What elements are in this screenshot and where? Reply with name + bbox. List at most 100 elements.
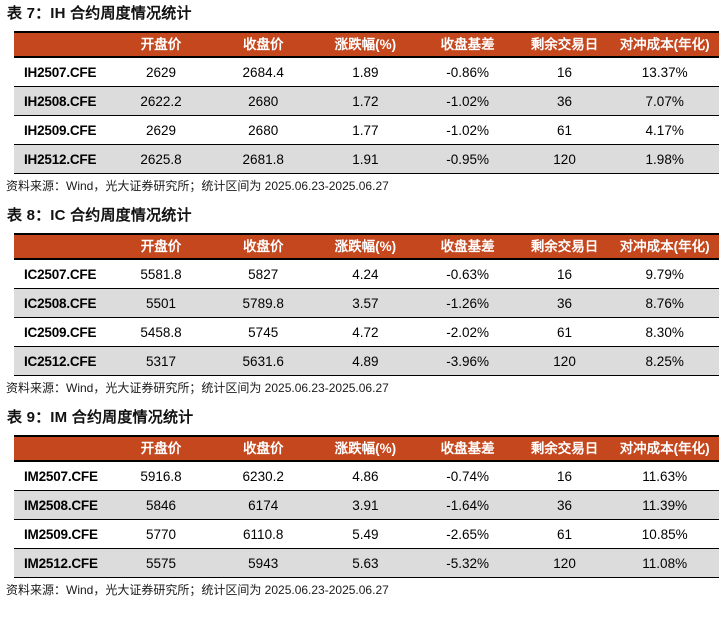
contract-id-cell: IH2512.CFE (14, 144, 110, 174)
open-price-cell: 2629 (109, 57, 213, 87)
hedge-cost-cell: 11.39% (610, 490, 719, 520)
column-header-open-price: 开盘价 (109, 435, 213, 462)
column-header-open-price: 开盘价 (109, 233, 213, 260)
open-price-cell: 5581.8 (109, 259, 213, 289)
column-header-close-price: 收盘价 (212, 233, 315, 260)
open-price-cell: 2625.8 (109, 144, 213, 174)
source-note: 资料来源：Wind，光大证券研究所；统计区间为 2025.06.23-2025.… (6, 179, 389, 193)
remaining-days-cell: 61 (518, 317, 611, 347)
contract-id-cell: IH2507.CFE (14, 57, 110, 87)
close-price-cell: 2680 (212, 115, 315, 145)
remaining-days-cell: 36 (518, 490, 611, 520)
change-pct-cell: 4.72 (314, 317, 417, 347)
close-basis-cell: -2.02% (416, 317, 519, 347)
table-title-im: 表 9：IM 合约周度情况统计 (7, 409, 194, 426)
hedge-cost-cell: 8.76% (610, 288, 719, 318)
close-price-cell: 6174 (212, 490, 315, 520)
header-row: 开盘价 收盘价 涨跌幅(%) 收盘基差 剩余交易日 对冲成本(年化) (14, 31, 719, 58)
open-price-cell: 5575 (109, 548, 213, 578)
table-row: IM2508.CFE 5846 6174 3.91 -1.64% 36 11.3… (14, 490, 719, 520)
close-price-cell: 6110.8 (212, 519, 315, 549)
source-note: 资料来源：Wind，光大证券研究所；统计区间为 2025.06.23-2025.… (6, 583, 389, 597)
change-pct-cell: 3.91 (314, 490, 417, 520)
table-row: IC2508.CFE 5501 5789.8 3.57 -1.26% 36 8.… (14, 288, 719, 318)
close-price-cell: 5943 (212, 548, 315, 578)
column-header-remaining-days: 剩余交易日 (518, 31, 611, 58)
remaining-days-cell: 61 (518, 519, 611, 549)
column-header-close-basis: 收盘基差 (416, 233, 519, 260)
close-price-cell: 5631.6 (212, 346, 315, 376)
close-basis-cell: -3.96% (416, 346, 519, 376)
close-price-cell: 5827 (212, 259, 315, 289)
close-basis-cell: -1.26% (416, 288, 519, 318)
close-price-cell: 2680 (212, 86, 315, 116)
column-header-remaining-days: 剩余交易日 (518, 233, 611, 260)
im-stats-table: 开盘价 收盘价 涨跌幅(%) 收盘基差 剩余交易日 对冲成本(年化) IM250… (14, 435, 719, 578)
column-header-change-pct: 涨跌幅(%) (314, 31, 417, 58)
remaining-days-cell: 61 (518, 115, 611, 145)
hedge-cost-cell: 11.08% (610, 548, 719, 578)
hedge-cost-cell: 8.30% (610, 317, 719, 347)
close-price-cell: 6230.2 (212, 461, 315, 491)
table-row: IC2509.CFE 5458.8 5745 4.72 -2.02% 61 8.… (14, 317, 719, 347)
open-price-cell: 5916.8 (109, 461, 213, 491)
close-price-cell: 5789.8 (212, 288, 315, 318)
remaining-days-cell: 36 (518, 86, 611, 116)
open-price-cell: 5846 (109, 490, 213, 520)
column-header-contract (14, 435, 110, 462)
open-price-cell: 5501 (109, 288, 213, 318)
close-basis-cell: -1.64% (416, 490, 519, 520)
open-price-cell: 2629 (109, 115, 213, 145)
hedge-cost-cell: 13.37% (610, 57, 719, 87)
change-pct-cell: 1.91 (314, 144, 417, 174)
column-header-contract (14, 233, 110, 260)
column-header-contract (14, 31, 110, 58)
contract-id-cell: IH2509.CFE (14, 115, 110, 145)
hedge-cost-cell: 11.63% (610, 461, 719, 491)
contract-id-cell: IH2508.CFE (14, 86, 110, 116)
change-pct-cell: 5.63 (314, 548, 417, 578)
close-price-cell: 5745 (212, 317, 315, 347)
contract-id-cell: IC2508.CFE (14, 288, 110, 318)
contract-id-cell: IM2508.CFE (14, 490, 110, 520)
table-row: IH2512.CFE 2625.8 2681.8 1.91 -0.95% 120… (14, 144, 719, 174)
close-basis-cell: -0.95% (416, 144, 519, 174)
column-header-remaining-days: 剩余交易日 (518, 435, 611, 462)
open-price-cell: 5770 (109, 519, 213, 549)
change-pct-cell: 1.77 (314, 115, 417, 145)
table-row: IM2509.CFE 5770 6110.8 5.49 -2.65% 61 10… (14, 519, 719, 549)
ic-stats-table: 开盘价 收盘价 涨跌幅(%) 收盘基差 剩余交易日 对冲成本(年化) IC250… (14, 233, 719, 376)
table-row: IH2508.CFE 2622.2 2680 1.72 -1.02% 36 7.… (14, 86, 719, 116)
table-row: IH2507.CFE 2629 2684.4 1.89 -0.86% 16 13… (14, 57, 719, 87)
source-note: 资料来源：Wind，光大证券研究所；统计区间为 2025.06.23-2025.… (6, 381, 389, 395)
column-header-close-basis: 收盘基差 (416, 435, 519, 462)
change-pct-cell: 3.57 (314, 288, 417, 318)
close-basis-cell: -1.02% (416, 86, 519, 116)
header-row: 开盘价 收盘价 涨跌幅(%) 收盘基差 剩余交易日 对冲成本(年化) (14, 233, 719, 260)
remaining-days-cell: 16 (518, 259, 611, 289)
contract-id-cell: IC2512.CFE (14, 346, 110, 376)
close-price-cell: 2681.8 (212, 144, 315, 174)
contract-id-cell: IM2507.CFE (14, 461, 110, 491)
column-header-hedge-cost: 对冲成本(年化) (610, 31, 719, 58)
table-section-ih: 表 7：IH 合约周度情况统计 开盘价 收盘价 涨跌幅(%) 收盘基差 剩余交易… (0, 4, 723, 194)
change-pct-cell: 1.89 (314, 57, 417, 87)
close-basis-cell: -0.86% (416, 57, 519, 87)
remaining-days-cell: 16 (518, 57, 611, 87)
close-basis-cell: -0.63% (416, 259, 519, 289)
open-price-cell: 5458.8 (109, 317, 213, 347)
column-header-change-pct: 涨跌幅(%) (314, 435, 417, 462)
remaining-days-cell: 120 (518, 346, 611, 376)
contract-id-cell: IM2509.CFE (14, 519, 110, 549)
column-header-open-price: 开盘价 (109, 31, 213, 58)
ih-stats-table: 开盘价 收盘价 涨跌幅(%) 收盘基差 剩余交易日 对冲成本(年化) IH250… (14, 31, 719, 174)
close-basis-cell: -0.74% (416, 461, 519, 491)
column-header-hedge-cost: 对冲成本(年化) (610, 233, 719, 260)
table-row: IM2512.CFE 5575 5943 5.63 -5.32% 120 11.… (14, 548, 719, 578)
close-basis-cell: -5.32% (416, 548, 519, 578)
hedge-cost-cell: 4.17% (610, 115, 719, 145)
table-row: IC2507.CFE 5581.8 5827 4.24 -0.63% 16 9.… (14, 259, 719, 289)
column-header-close-price: 收盘价 (212, 435, 315, 462)
close-basis-cell: -1.02% (416, 115, 519, 145)
column-header-close-price: 收盘价 (212, 31, 315, 58)
